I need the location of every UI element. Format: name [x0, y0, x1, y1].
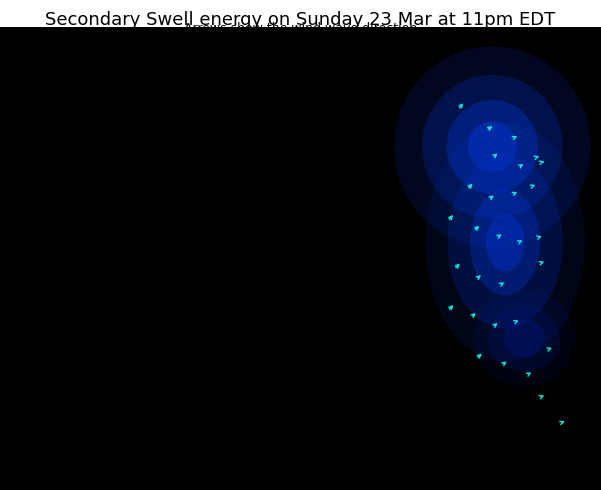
- Ellipse shape: [473, 291, 575, 386]
- Text: Arrows show the wind wave direction: Arrows show the wind wave direction: [184, 22, 417, 35]
- Ellipse shape: [489, 305, 560, 372]
- Ellipse shape: [470, 190, 540, 295]
- Ellipse shape: [394, 46, 591, 247]
- Ellipse shape: [448, 156, 563, 329]
- Ellipse shape: [425, 123, 585, 362]
- Ellipse shape: [447, 100, 538, 194]
- Ellipse shape: [486, 214, 524, 271]
- Ellipse shape: [504, 319, 545, 358]
- Text: Secondary Swell energy on Sunday 23 Mar at 11pm EDT: Secondary Swell energy on Sunday 23 Mar …: [45, 11, 556, 29]
- Ellipse shape: [422, 75, 563, 219]
- Ellipse shape: [468, 122, 517, 172]
